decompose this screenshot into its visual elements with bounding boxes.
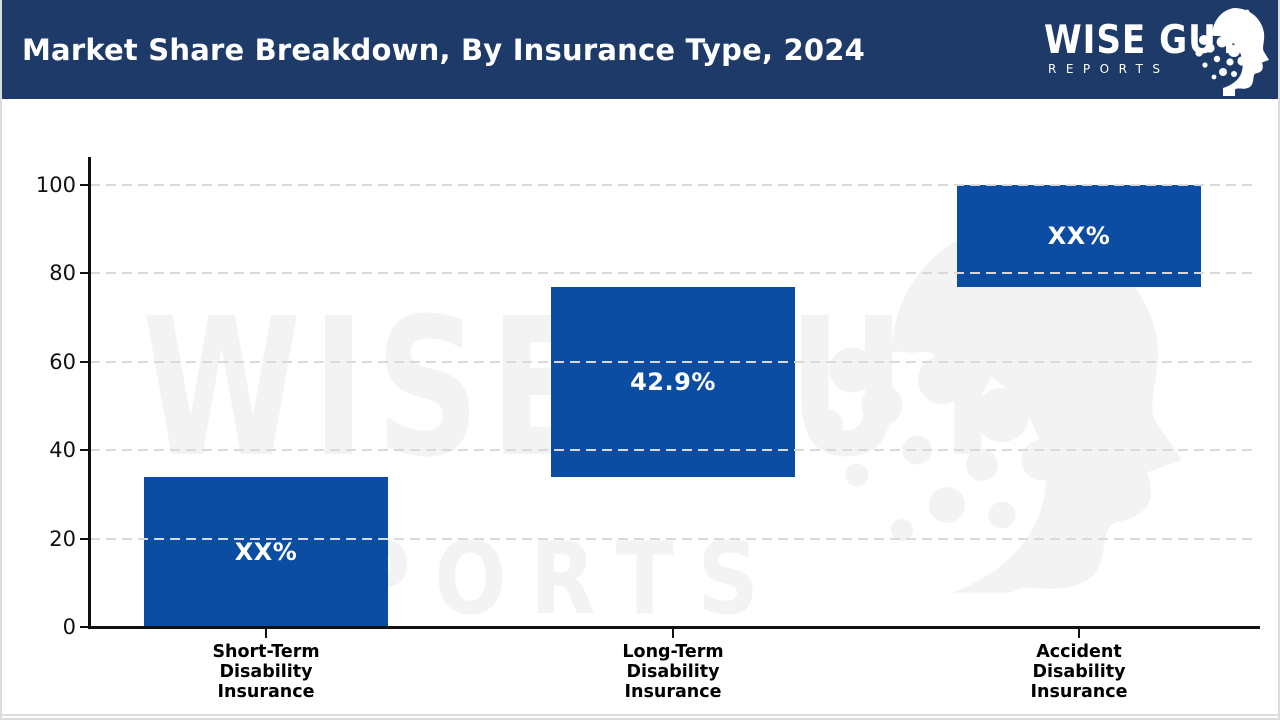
bottom-border-line xyxy=(2,714,1278,716)
header-bar: Market Share Breakdown, By Insurance Typ… xyxy=(2,0,1278,99)
bar-value-label: XX% xyxy=(234,537,298,566)
y-tick-label: 20 xyxy=(49,526,76,551)
y-tick-label: 80 xyxy=(49,261,76,286)
gridline-y-20 xyxy=(90,537,1258,540)
bar-segment: 42.9% xyxy=(551,287,795,477)
y-tick-mark xyxy=(80,184,89,186)
x-category-label: Short-Term Disability Insurance xyxy=(212,642,320,702)
gridline-y-40 xyxy=(90,449,1258,452)
head-profile-icon xyxy=(1195,8,1269,96)
brand-logo: WISE GUY REPORTS xyxy=(1022,0,1272,99)
x-axis-spine xyxy=(88,626,1260,629)
y-tick-mark xyxy=(80,537,89,540)
x-category-label: Long-Term Disability Insurance xyxy=(622,642,724,702)
y-tick-label: 40 xyxy=(49,438,76,463)
x-tick-mark xyxy=(672,629,674,638)
y-axis-spine xyxy=(88,157,91,629)
x-tick-mark xyxy=(1078,629,1080,638)
page-title: Market Share Breakdown, By Insurance Typ… xyxy=(22,32,866,67)
bar-segment: XX% xyxy=(957,185,1201,288)
chart-area: XX% 42.9% XX% 0 20 40 60 80 100 Short-Term Disabi… xyxy=(2,99,1278,714)
y-tick-mark xyxy=(80,360,89,363)
y-tick-label: 0 xyxy=(62,615,76,639)
brand-subtitle: REPORTS xyxy=(1048,62,1170,76)
y-tick-label: 60 xyxy=(49,349,76,374)
y-tick-mark xyxy=(80,626,89,628)
gridline-y-80 xyxy=(90,272,1258,275)
y-tick-mark xyxy=(80,449,89,452)
y-tick-mark xyxy=(80,272,89,275)
gridline-y-60 xyxy=(90,360,1258,363)
y-tick-label: 100 xyxy=(35,173,76,197)
bar-value-label: XX% xyxy=(1047,222,1111,251)
bar-value-label: 42.9% xyxy=(630,367,716,396)
x-tick-mark xyxy=(265,629,267,638)
bar-segment: XX% xyxy=(144,476,388,627)
watermark-head-icon xyxy=(811,225,1182,593)
gridline-y-100 xyxy=(90,184,1258,186)
x-category-label: Accident Disability Insurance xyxy=(1030,642,1128,702)
